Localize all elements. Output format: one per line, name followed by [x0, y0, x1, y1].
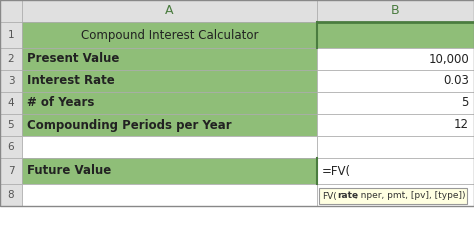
Bar — [22, 136, 317, 158]
Bar — [0, 158, 22, 184]
Text: 3: 3 — [8, 76, 14, 86]
Bar — [0, 70, 22, 92]
Text: Compound Interest Calculator: Compound Interest Calculator — [81, 28, 258, 42]
Bar — [22, 22, 317, 48]
Text: Compounding Periods per Year: Compounding Periods per Year — [27, 119, 232, 131]
Text: Present Value: Present Value — [27, 52, 119, 66]
Bar — [317, 48, 474, 70]
Bar — [317, 0, 474, 22]
Text: FV(: FV( — [322, 191, 337, 201]
Bar — [22, 70, 317, 92]
Text: 4: 4 — [8, 98, 14, 108]
Bar — [0, 184, 22, 206]
Text: 8: 8 — [8, 190, 14, 200]
Text: 5: 5 — [8, 120, 14, 130]
Bar — [317, 114, 474, 136]
Bar — [22, 114, 317, 136]
Bar — [0, 136, 22, 158]
Text: Interest Rate: Interest Rate — [27, 75, 115, 88]
Bar — [0, 114, 22, 136]
Bar — [319, 188, 467, 204]
Text: 2: 2 — [8, 54, 14, 64]
Text: A: A — [165, 4, 174, 18]
Bar — [317, 136, 474, 158]
Text: # of Years: # of Years — [27, 97, 94, 109]
Bar — [22, 92, 317, 114]
Text: rate: rate — [337, 191, 358, 201]
Bar — [317, 22, 474, 48]
Text: B: B — [391, 4, 400, 18]
Bar — [317, 70, 474, 92]
Text: 0.03: 0.03 — [443, 75, 469, 88]
Bar — [22, 48, 317, 70]
Bar — [22, 184, 317, 206]
Bar — [0, 92, 22, 114]
Text: , nper, pmt, [pv], [type]): , nper, pmt, [pv], [type]) — [355, 191, 465, 201]
Bar — [0, 0, 474, 206]
Text: 5: 5 — [462, 97, 469, 109]
Bar — [22, 0, 317, 22]
Bar — [0, 22, 22, 48]
Text: 1: 1 — [8, 30, 14, 40]
Text: 7: 7 — [8, 166, 14, 176]
Bar — [317, 92, 474, 114]
Text: 12: 12 — [454, 119, 469, 131]
Bar — [317, 184, 474, 206]
Bar — [22, 158, 317, 184]
Bar — [0, 0, 22, 22]
Text: =FV(: =FV( — [322, 164, 351, 177]
Text: Future Value: Future Value — [27, 164, 111, 177]
Bar — [0, 48, 22, 70]
Text: 10,000: 10,000 — [428, 52, 469, 66]
Bar — [317, 158, 474, 184]
Text: 6: 6 — [8, 142, 14, 152]
